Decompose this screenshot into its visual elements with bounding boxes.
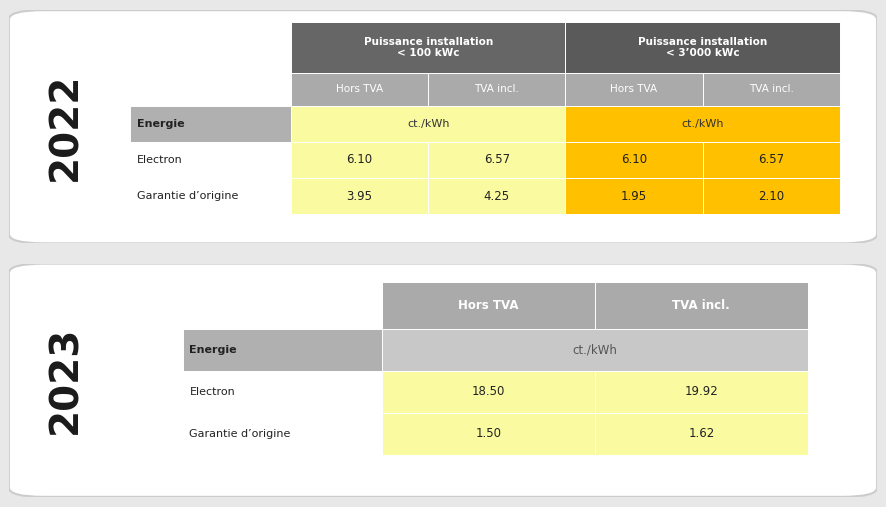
Bar (703, 142, 840, 178)
Text: 19.92: 19.92 (685, 385, 719, 399)
Text: Energie: Energie (190, 345, 237, 355)
Bar (382, 413, 595, 455)
Text: 3.95: 3.95 (346, 190, 373, 203)
Bar (565, 142, 703, 178)
Text: Hors TVA: Hors TVA (458, 299, 519, 312)
Text: 2023: 2023 (46, 326, 84, 434)
Text: 6.57: 6.57 (484, 154, 510, 166)
Text: 6.57: 6.57 (758, 154, 784, 166)
Text: 1.62: 1.62 (688, 427, 714, 441)
Text: Electron: Electron (137, 155, 183, 165)
Text: Hors TVA: Hors TVA (610, 85, 657, 94)
Bar (291, 142, 428, 178)
Text: TVA incl.: TVA incl. (672, 299, 730, 312)
Text: Garantie d’origine: Garantie d’origine (190, 429, 291, 439)
Bar (130, 142, 291, 178)
Bar (291, 106, 565, 142)
Bar (291, 22, 565, 73)
Bar (291, 73, 428, 106)
Text: TVA incl.: TVA incl. (749, 85, 794, 94)
Text: Puissance installation
< 3’000 kWc: Puissance installation < 3’000 kWc (638, 37, 767, 58)
Text: Garantie d’origine: Garantie d’origine (137, 191, 238, 201)
Bar (428, 73, 565, 106)
Text: Puissance installation
< 100 kWc: Puissance installation < 100 kWc (363, 37, 493, 58)
Text: 2.10: 2.10 (758, 190, 784, 203)
Text: 1.95: 1.95 (621, 190, 647, 203)
FancyBboxPatch shape (9, 264, 877, 497)
Text: Electron: Electron (190, 387, 235, 397)
Bar (130, 106, 291, 142)
Text: 1.50: 1.50 (476, 427, 501, 441)
Text: TVA incl.: TVA incl. (474, 85, 519, 94)
FancyBboxPatch shape (9, 10, 877, 243)
Text: 2022: 2022 (46, 73, 84, 181)
Bar (183, 329, 382, 371)
Bar (382, 329, 808, 371)
Bar (703, 178, 840, 214)
Text: ct./kWh: ct./kWh (681, 119, 724, 129)
Bar (183, 371, 382, 413)
Bar (565, 73, 703, 106)
Bar (565, 106, 840, 142)
Bar (595, 371, 808, 413)
Bar (428, 178, 565, 214)
Bar (703, 73, 840, 106)
Text: 4.25: 4.25 (484, 190, 510, 203)
Text: 18.50: 18.50 (472, 385, 505, 399)
Text: Energie: Energie (137, 119, 185, 129)
Bar (382, 282, 595, 329)
Text: 6.10: 6.10 (346, 154, 373, 166)
Bar (428, 142, 565, 178)
Bar (183, 413, 382, 455)
Bar (382, 371, 595, 413)
Bar (595, 413, 808, 455)
Text: Hors TVA: Hors TVA (336, 85, 384, 94)
Bar (291, 178, 428, 214)
Text: ct./kWh: ct./kWh (407, 119, 449, 129)
Bar (565, 178, 703, 214)
Bar (595, 282, 808, 329)
Bar (565, 22, 840, 73)
Text: 6.10: 6.10 (621, 154, 647, 166)
Text: ct./kWh: ct./kWh (572, 343, 618, 356)
Bar (130, 178, 291, 214)
